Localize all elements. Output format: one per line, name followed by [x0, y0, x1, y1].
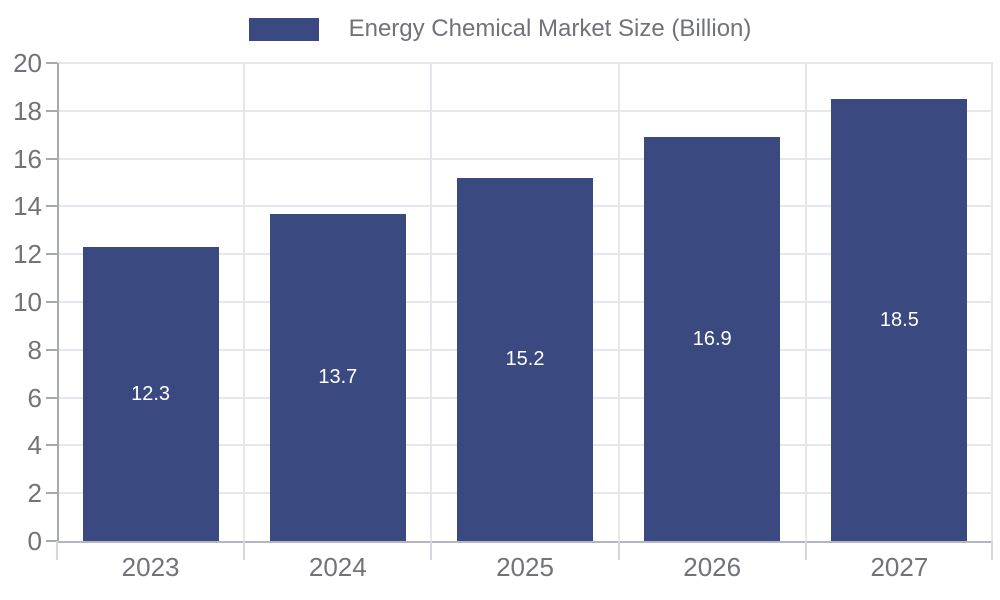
x-tick-mark [243, 541, 246, 560]
y-tick-mark [46, 157, 57, 160]
bar-value-label: 18.5 [879, 308, 919, 331]
bar-value-label: 13.7 [318, 366, 358, 389]
h-gridline [57, 157, 993, 160]
x-tick-mark [617, 541, 620, 560]
y-tick-label: 18 [13, 95, 42, 126]
x-tick-mark [430, 541, 433, 560]
y-tick-label: 14 [13, 191, 42, 222]
bar-value-label: 16.9 [692, 328, 732, 351]
legend[interactable]: Energy Chemical Market Size (Billion) [0, 17, 1000, 41]
x-tick-mark [56, 541, 58, 560]
bar: 12.3 [82, 247, 219, 541]
h-gridline [57, 62, 993, 64]
x-axis-ticks [56, 541, 993, 560]
y-axis-line [57, 63, 59, 543]
v-gridline [617, 63, 620, 541]
plot-area: 12.3 13.7 15.2 16.9 18.5 [57, 62, 993, 541]
y-tick-label: 16 [13, 143, 42, 174]
x-axis-labels: 2023 2024 2025 2026 2027 [57, 554, 993, 586]
bar-value-label: 15.2 [505, 348, 545, 371]
y-tick-label: 12 [13, 239, 42, 270]
x-tick-label: 2023 [121, 552, 180, 582]
v-gridline [243, 63, 246, 541]
y-tick-mark [46, 492, 57, 495]
legend-swatch [248, 17, 319, 41]
y-tick-mark [46, 396, 57, 399]
y-tick-label: 0 [27, 526, 42, 556]
y-tick-label: 2 [27, 478, 42, 509]
x-tick-mark [991, 541, 993, 560]
y-tick-mark [46, 253, 57, 256]
y-tick-label: 8 [27, 334, 42, 365]
y-tick-label: 10 [13, 287, 42, 317]
x-tick-mark [804, 541, 807, 560]
y-tick-label: 4 [27, 430, 42, 461]
y-tick-mark [46, 444, 57, 447]
y-tick-label: 6 [27, 382, 42, 413]
y-tick-mark [46, 348, 57, 351]
bar: 18.5 [831, 98, 968, 541]
x-axis-line [57, 541, 993, 543]
y-axis-ticks [46, 62, 57, 542]
y-tick-mark [46, 205, 57, 208]
y-axis-labels: 0 2 4 6 8 10 12 14 16 18 20 [0, 50, 42, 554]
y-tick-label: 20 [13, 48, 42, 78]
y-tick-mark [46, 540, 57, 542]
v-gridline [430, 63, 433, 541]
bar: 16.9 [644, 137, 781, 541]
bar: 13.7 [269, 213, 406, 541]
v-gridline [804, 63, 807, 541]
h-gridline [57, 109, 993, 112]
x-tick-label: 2026 [683, 552, 742, 582]
bar: 15.2 [457, 177, 593, 541]
y-tick-mark [46, 301, 57, 303]
x-tick-label: 2027 [870, 552, 929, 582]
x-tick-label: 2024 [308, 552, 367, 582]
v-gridline [991, 63, 993, 541]
bar-value-label: 12.3 [131, 383, 171, 406]
y-tick-mark [46, 62, 57, 64]
x-tick-label: 2025 [496, 552, 554, 582]
legend-label: Energy Chemical Market Size (Billion) [348, 15, 752, 42]
y-tick-mark [46, 109, 57, 112]
